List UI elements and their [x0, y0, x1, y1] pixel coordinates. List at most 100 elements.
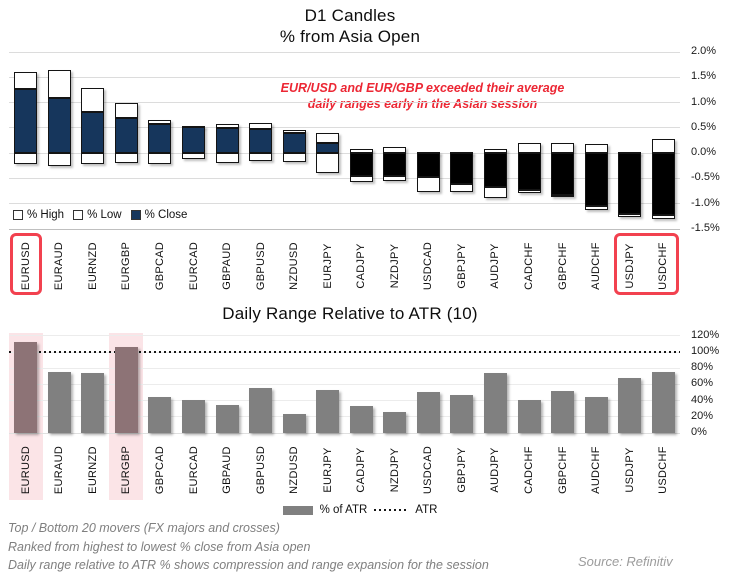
x-label-EURCAD: EURCAD — [187, 445, 200, 495]
close-swatch-icon — [130, 210, 141, 220]
x-label-GBPJPY: GBPJPY — [455, 447, 468, 493]
x-label-EURGBP: EURGBP — [120, 241, 133, 291]
bar-NZDJPY — [383, 411, 407, 433]
candle-low-EURJPY — [316, 153, 340, 173]
footnote-line1: Top / Bottom 20 movers (FX majors and cr… — [8, 521, 280, 535]
bar-AUDCHF — [584, 397, 608, 433]
candle-low-EURNZD — [81, 153, 105, 164]
candle-close-AUDCHF — [584, 153, 608, 207]
x-label-NZDUSD: NZDUSD — [288, 446, 301, 494]
top-chart-title-line2: % from Asia Open — [279, 27, 421, 46]
bottom-y-tick-label: 40% — [691, 393, 714, 406]
x-label-CADCHF: CADCHF — [523, 242, 536, 290]
candle-low-AUDJPY — [483, 186, 507, 199]
candle-close-GBPUSD — [249, 128, 273, 154]
x-label-USDJPY: USDJPY — [623, 447, 636, 493]
candle-low-GBPJPY — [450, 184, 474, 193]
gridline — [9, 416, 680, 418]
top-y-tick-label: 1.5% — [691, 70, 717, 83]
candle-high-CADJPY — [349, 148, 373, 154]
x-label-GBPAUD: GBPAUD — [221, 242, 234, 290]
gridline — [9, 335, 680, 337]
candle-close-EURCAD — [182, 126, 206, 154]
bar-USDJPY — [618, 377, 642, 433]
x-label-EURJPY: EURJPY — [321, 243, 334, 289]
gridline — [9, 102, 680, 104]
gridline — [9, 152, 680, 154]
candle-high-EURGBP — [114, 103, 138, 118]
candle-low-GBPCHF — [551, 194, 575, 198]
x-label-USDCHF: USDCHF — [657, 446, 670, 494]
bar-EURNZD — [81, 373, 105, 433]
legend-label-high: % High — [27, 209, 65, 221]
gridline — [9, 383, 680, 385]
bar-GBPJPY — [450, 394, 474, 433]
candle-low-EURAUD — [47, 153, 71, 167]
candle-high-GBPAUD — [215, 124, 239, 128]
annotation-line2: daily ranges early in the Asian session — [307, 96, 538, 111]
bottom-y-tick-label: 100% — [691, 345, 720, 357]
candle-close-EURUSD — [14, 88, 38, 154]
candle-low-NZDUSD — [282, 153, 306, 162]
bar-GBPCAD — [148, 397, 172, 433]
atr-reference-line — [9, 351, 680, 353]
candle-close-USDCHF — [651, 153, 675, 215]
candle-close-EURGBP — [114, 117, 138, 154]
candle-high-NZDUSD — [282, 130, 306, 133]
candle-low-USDJPY — [618, 213, 642, 218]
x-label-EURGBP: EURGBP — [120, 445, 133, 495]
candle-high-GBPCHF — [551, 142, 575, 154]
x-label-CADJPY: CADJPY — [355, 243, 368, 289]
top-chart-title: D1 Candles % from Asia Open — [0, 5, 700, 47]
candle-close-GBPCAD — [148, 123, 172, 154]
top-y-tick-label: 2.0% — [691, 45, 717, 57]
annotation-note: EUR/USD and EUR/GBP exceeded their avera… — [250, 81, 595, 112]
candle-close-EURNZD — [81, 111, 105, 154]
highlight-box-USDJPY-USDCHF — [613, 233, 680, 295]
bar-CADJPY — [349, 406, 373, 433]
candle-low-EURCAD — [182, 153, 206, 159]
x-label-CADJPY: CADJPY — [355, 447, 368, 493]
candle-close-CADJPY — [349, 153, 373, 176]
candle-close-USDCAD — [416, 153, 440, 178]
x-label-AUDJPY: AUDJPY — [489, 243, 502, 289]
legend-label-atr: ATR — [415, 504, 438, 516]
bottom-chart-plot-area — [9, 331, 680, 434]
x-label-EURNZD: EURNZD — [86, 242, 99, 290]
candle-low-GBPAUD — [215, 153, 239, 163]
footnotes: Top / Bottom 20 movers (FX majors and cr… — [8, 519, 489, 575]
candle-close-CADCHF — [517, 153, 541, 190]
x-label-GBPJPY: GBPJPY — [455, 243, 468, 289]
x-label-AUDCHF: AUDCHF — [590, 446, 603, 494]
top-chart-title-line1: D1 Candles — [304, 6, 396, 25]
x-label-USDCAD: USDCAD — [422, 241, 435, 291]
top-chart-x-axis: EURUSD EURAUD EURNZD EURGBP GBPCAD EURCAD GBPA… — [0, 233, 700, 299]
candle-low-CADCHF — [517, 189, 541, 193]
bottom-chart-title: Daily Range Relative to ATR (10) — [222, 304, 478, 323]
x-label-EURCAD: EURCAD — [187, 241, 200, 291]
bar-NZDUSD — [282, 413, 306, 433]
bottom-y-tick-label: 20% — [691, 409, 714, 422]
candle-high-CADCHF — [517, 143, 541, 154]
bar-EURAUD — [47, 372, 71, 433]
top-y-tick-label: -1.0% — [691, 196, 720, 209]
x-label-EURNZD: EURNZD — [86, 446, 99, 494]
top-y-tick-label: -1.5% — [691, 222, 720, 234]
bar-EURGBP — [114, 347, 138, 433]
gridline — [9, 228, 680, 230]
candle-low-USDCHF — [651, 214, 675, 219]
candle-high-EURUSD — [14, 72, 38, 89]
bar-USDCHF — [651, 372, 675, 433]
gridline — [9, 432, 680, 434]
candle-high-AUDJPY — [483, 149, 507, 154]
bar-EURUSD — [14, 342, 38, 433]
x-label-GBPCAD: GBPCAD — [153, 445, 166, 495]
bar-GBPUSD — [249, 388, 273, 433]
candle-high-USDCAD — [416, 151, 440, 154]
candle-high-AUDCHF — [584, 143, 608, 154]
gridline — [9, 203, 680, 205]
bar-swatch-icon — [282, 505, 313, 515]
bottom-y-tick-label: 60% — [691, 377, 714, 390]
bottom-chart-x-axis: EURUSD EURAUD EURNZD EURGBP GBPCAD EURCAD GBPA… — [0, 438, 700, 502]
